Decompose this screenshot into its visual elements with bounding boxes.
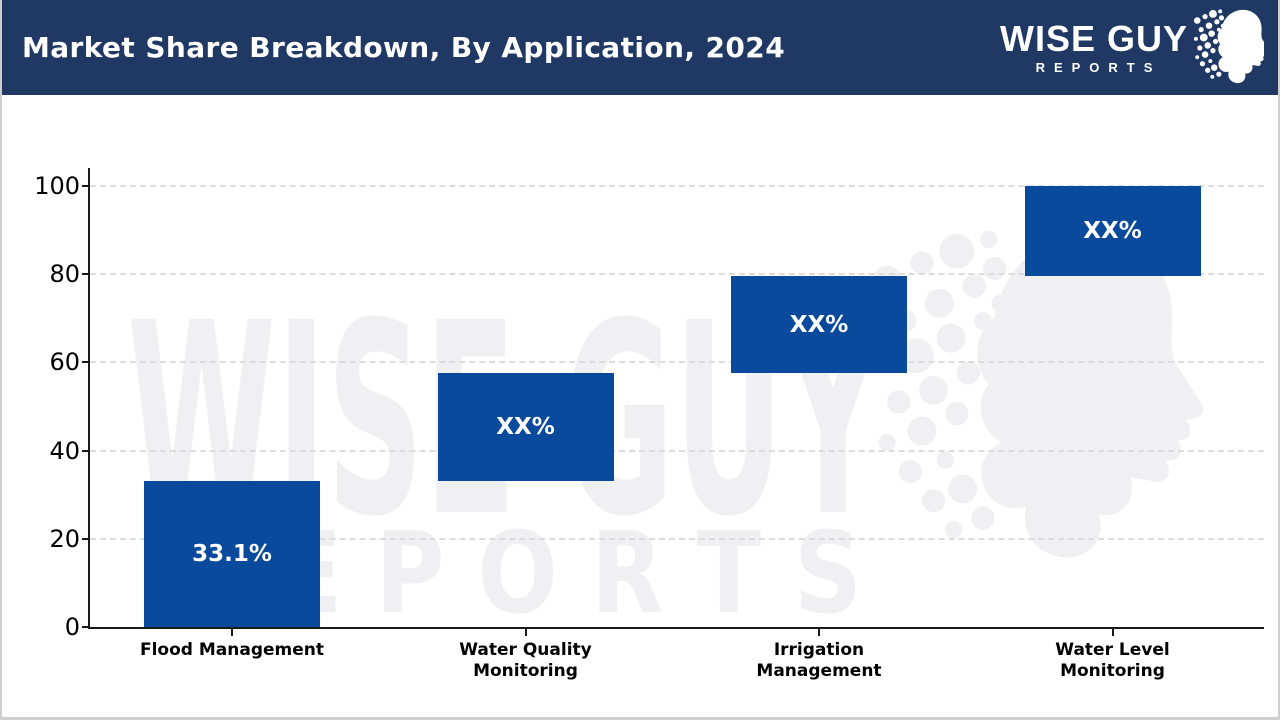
x-axis-line [88,627,1264,629]
page-title: Market Share Breakdown, By Application, … [22,31,786,64]
bar-irrigation-management: XX% [731,276,907,373]
y-tick-60 [82,361,90,364]
y-tick-label-80: 80 [49,260,80,289]
wise-guy-logo: WISE GUY REPORTS [1000,7,1278,89]
bar-water-quality-monitoring: XX% [437,372,614,481]
header-bar: Market Share Breakdown, By Application, … [2,0,1278,95]
y-tick-20 [82,537,90,540]
x-tick-3 [1111,629,1114,636]
bar-water-level-monitoring: XX% [1024,186,1201,276]
gridline-80 [90,273,1264,276]
bar-value-label: XX% [789,311,849,338]
gridline-40 [90,449,1264,452]
x-tick-1 [524,629,527,636]
logo-reports-label: REPORTS [1035,60,1162,75]
x-category-label-2: Irrigation Management [756,640,882,681]
y-tick-label-20: 20 [49,524,80,553]
x-category-label-1: Water Quality Monitoring [459,640,592,681]
logo-wiseguy-label: WISE GUY [999,18,1188,59]
y-tick-label-100: 100 [34,172,80,200]
logo-head-icon [1193,8,1264,83]
gridline-60 [90,361,1264,364]
logo-text: WISE GUY REPORTS [999,18,1188,75]
y-axis-line [88,168,90,629]
y-tick-0 [82,626,90,628]
x-tick-2 [818,629,820,636]
x-category-label-3: Water Level Monitoring [1055,640,1170,681]
bar-flood-management: 33.1% [144,481,320,627]
y-tick-80 [82,273,90,276]
y-tick-label-40: 40 [49,436,80,465]
gridline-100 [90,185,1264,187]
bar-value-label: 33.1% [192,541,272,567]
y-tick-100 [82,185,90,187]
bar-value-label: XX% [1083,217,1142,244]
x-category-label-0: Flood Management [139,640,325,660]
x-tick-0 [231,629,233,636]
y-tick-label-0: 0 [64,613,80,641]
bar-value-label: XX% [496,413,555,440]
y-tick-label-60: 60 [49,348,80,377]
gridline-20 [90,537,1264,540]
y-tick-40 [82,449,90,452]
